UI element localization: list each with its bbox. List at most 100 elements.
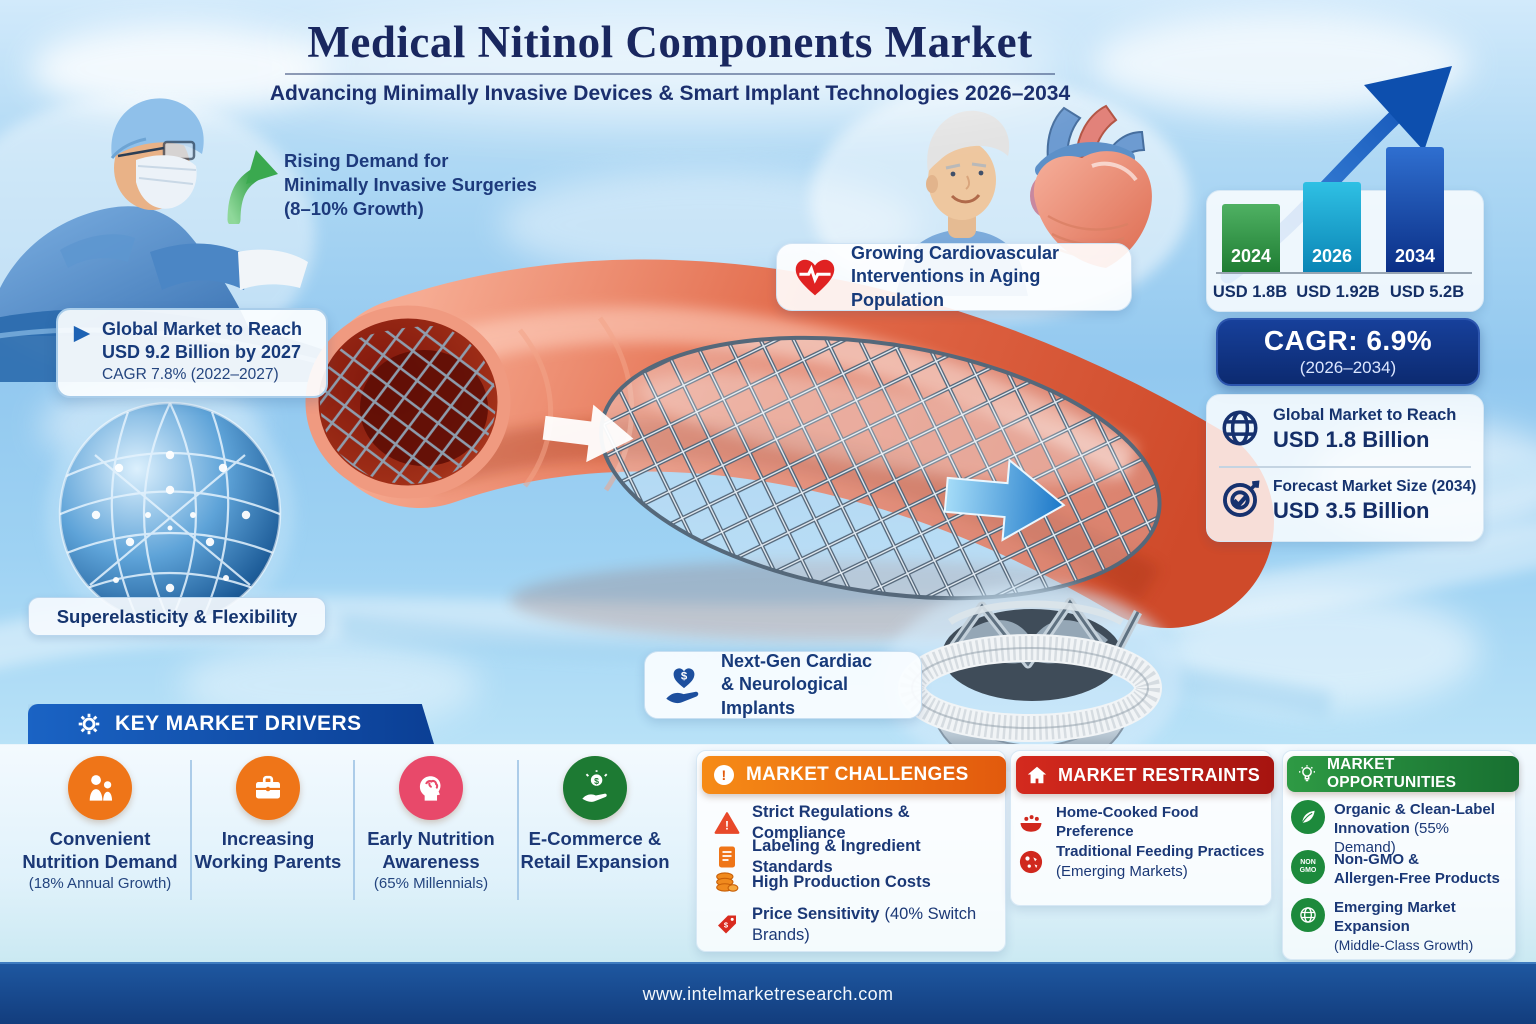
svg-text:!: ! xyxy=(722,767,727,783)
key-market-drivers-banner: KEY MARKET DRIVERS xyxy=(28,704,434,744)
artery-stent-illustration xyxy=(305,259,1274,640)
svg-text:$: $ xyxy=(681,670,688,682)
driver-3-line2: Awareness xyxy=(382,850,480,872)
challenge-item-2: Labeling & Ingredient Standards xyxy=(712,836,1000,877)
rising-demand-line3: (8–10% Growth) xyxy=(284,198,424,220)
driver-2-line1: Increasing xyxy=(221,828,315,849)
hand-dollar-icon: $ xyxy=(563,756,627,820)
exclamation-circle-icon: ! xyxy=(712,763,736,787)
global-2027-line1: Global Market to Reach xyxy=(102,319,303,339)
global-market-2027-callout: Global Market to Reach USD 9.2 Billion b… xyxy=(56,308,328,398)
globe-icon xyxy=(1222,410,1258,446)
market-stats-card: Global Market to Reach USD 1.8 Billion F… xyxy=(1206,394,1484,542)
restraints-header-text: MARKET RESTRAINTS xyxy=(1058,764,1261,785)
forecast-line1: Forecast Market Size (2034) xyxy=(1273,478,1477,495)
driver-item-1: Convenient Nutrition Demand (18% Annual … xyxy=(8,828,192,892)
cardio-line1: Growing Cardiovascular xyxy=(851,242,1060,263)
bar-2026: 2026 xyxy=(1303,182,1361,272)
challenge-4-text: Price Sensitivity xyxy=(752,905,880,923)
heart-in-hand-icon: $ xyxy=(666,668,699,704)
rising-demand-callout: Rising Demand for Minimally Invasive Sur… xyxy=(284,149,574,221)
driver-item-2: Increasing Working Parents xyxy=(186,828,350,875)
driver-1-line1: Convenient xyxy=(49,828,151,849)
superelasticity-label: Superelasticity & Flexibility xyxy=(28,597,326,636)
flow-arrow-blue-icon xyxy=(943,458,1066,542)
opportunity-item-2: NON GMO Non-GMO & Allergen-Free Products xyxy=(1291,850,1509,888)
superelasticity-text: Superelasticity & Flexibility xyxy=(56,606,298,627)
forecast-line2: USD 3.5 Billion xyxy=(1273,497,1430,523)
opportunities-header-text: MARKET OPPORTUNITIES xyxy=(1327,756,1457,791)
challenges-header-text: MARKET CHALLENGES xyxy=(746,764,969,785)
driver-1-sub: (18% Annual Growth) xyxy=(28,875,172,893)
cagr-box: CAGR: 6.9% (2026–2034) xyxy=(1216,318,1480,386)
driver-divider xyxy=(353,760,355,900)
food-bowl-icon xyxy=(1016,810,1046,836)
opportunity-item-3: Emerging Market Expansion (Middle-Class … xyxy=(1291,898,1509,956)
challenge-2-text: Labeling & Ingredient Standards xyxy=(752,837,921,876)
opportunity-2-line1: Non-GMO & xyxy=(1334,851,1419,868)
drivers-header-text: KEY MARKET DRIVERS xyxy=(115,712,362,735)
market-challenges-header: ! MARKET CHALLENGES xyxy=(702,756,1006,794)
header-glow xyxy=(270,12,1070,120)
anatomical-heart-illustration xyxy=(1030,104,1152,268)
market-restraints-header: MARKET RESTRAINTS xyxy=(1016,756,1274,794)
challenge-1-text: Strict Regulations & Compliance xyxy=(752,803,910,842)
lightbulb-icon xyxy=(1297,764,1317,784)
driver-4-line1: E-Commerce & xyxy=(528,828,662,849)
header: Medical Nitinol Components Market Advanc… xyxy=(240,17,1100,106)
opportunity-3-line2: Expansion xyxy=(1334,918,1410,936)
driver-item-3: Early Nutrition Awareness (65% Millennia… xyxy=(347,828,515,892)
rising-demand-line2: Minimally Invasive Surgeries xyxy=(284,174,537,196)
svg-text:$: $ xyxy=(594,776,599,786)
bar-2034: 2034 xyxy=(1386,147,1444,272)
restraint-1-text: Home-Cooked Food Preference xyxy=(1056,804,1199,840)
bar-2024-label: 2024 xyxy=(1230,246,1272,266)
global-2027-line3: CAGR 7.8% (2022–2027) xyxy=(102,366,279,384)
opportunity-1-rest: (55% Demand) xyxy=(1334,820,1450,857)
flow-arrow-white-icon xyxy=(542,404,634,463)
nextgen-line1: Next-Gen Cardiac xyxy=(721,650,873,671)
bar-2024: 2024 xyxy=(1222,204,1280,272)
head-brain-icon xyxy=(399,756,463,820)
restraint-2-text: Traditional Feeding Practices xyxy=(1056,843,1265,860)
nitinol-mesh-sphere xyxy=(46,389,294,637)
restraint-item-1: Home-Cooked Food Preference xyxy=(1016,804,1266,842)
challenge-4-rest: (40% Switch Brands) xyxy=(752,905,977,944)
bar-2034-value: USD 5.2B xyxy=(1389,283,1465,301)
driver-divider xyxy=(190,760,192,900)
parent-child-icon xyxy=(68,756,132,820)
global-market-line1: Global Market to Reach xyxy=(1273,406,1457,424)
driver-3-line1: Early Nutrition xyxy=(367,828,495,849)
cardiovascular-callout: Growing Cardiovascular Interventions in … xyxy=(776,243,1132,311)
chevron-right-icon xyxy=(73,325,91,343)
footer-bar: www.intelmarketresearch.com xyxy=(0,962,1536,1024)
chart-axis xyxy=(1216,272,1472,274)
growth-arrow-icon xyxy=(227,150,278,224)
challenge-item-3: High Production Costs xyxy=(712,870,1000,894)
market-opportunities-header: MARKET OPPORTUNITIES xyxy=(1287,756,1519,792)
opportunity-3-rest: (Middle-Class Growth) xyxy=(1334,937,1474,954)
globe-grid-icon xyxy=(1291,898,1325,932)
bar-2026-label: 2026 xyxy=(1311,246,1353,266)
target-icon xyxy=(1223,480,1260,517)
opportunity-1-line2: Innovation xyxy=(1334,820,1410,838)
driver-item-4: E-Commerce & Retail Expansion xyxy=(505,828,685,875)
challenge-item-4: $ Price Sensitivity (40% Switch Brands) xyxy=(712,904,1000,945)
restraint-2-rest: (Emerging Markets) xyxy=(1056,862,1188,880)
house-icon xyxy=(1026,764,1048,786)
driver-2-line2: Working Parents xyxy=(194,850,342,872)
opportunity-1-line1: Organic & Clean-Label xyxy=(1334,801,1495,818)
bar-2024-value: USD 1.8B xyxy=(1212,283,1288,301)
rising-demand-line1: Rising Demand for xyxy=(284,150,449,171)
title-rule xyxy=(285,72,1055,75)
challenge-item-1: ! Strict Regulations & Compliance xyxy=(712,802,1000,843)
price-tag-icon: $ xyxy=(712,913,742,937)
opportunity-3-line1: Emerging Market xyxy=(1334,899,1456,916)
bar-2026-value: USD 1.92B xyxy=(1296,283,1380,301)
document-icon xyxy=(712,845,742,869)
non-gmo-badge-icon: NON GMO xyxy=(1291,850,1325,884)
opportunity-item-1: Organic & Clean-Label Innovation (55% De… xyxy=(1291,800,1509,858)
cagr-value: CAGR: 6.9% xyxy=(1263,325,1433,356)
global-market-line2: USD 1.8 Billion xyxy=(1273,426,1430,452)
